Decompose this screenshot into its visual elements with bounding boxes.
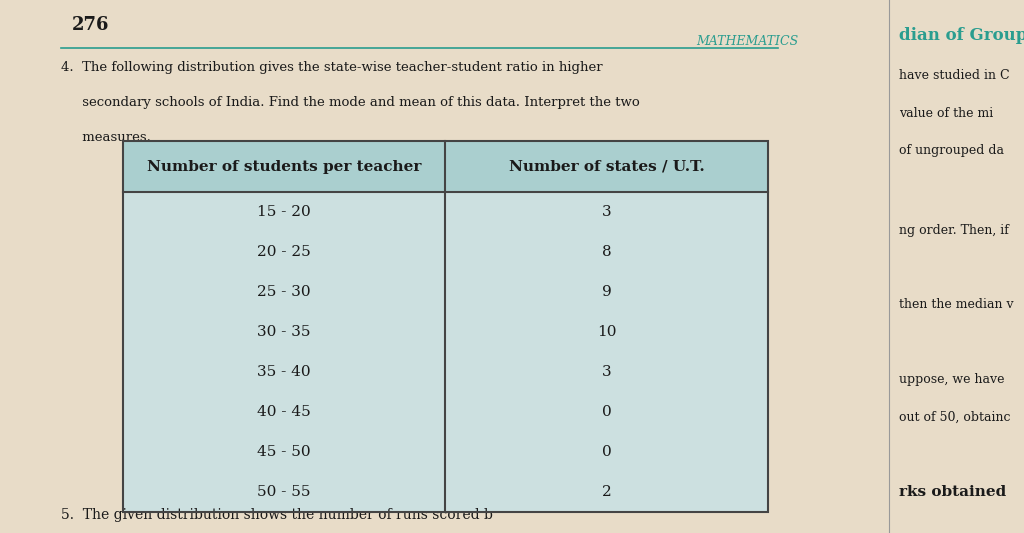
Text: 50 - 55: 50 - 55 — [257, 484, 311, 499]
Text: value of the mi: value of the mi — [899, 107, 993, 119]
Text: 5.  The given distribution shows the number of runs scored b: 5. The given distribution shows the numb… — [61, 508, 494, 522]
Text: secondary schools of India. Find the mode and mean of this data. Interpret the t: secondary schools of India. Find the mod… — [61, 96, 640, 109]
Bar — [123, 141, 768, 512]
Text: have studied in C: have studied in C — [899, 69, 1010, 82]
Text: Number of states / U.T.: Number of states / U.T. — [509, 159, 705, 174]
Text: 10: 10 — [597, 325, 616, 339]
Text: measures.: measures. — [61, 131, 152, 143]
Text: 25 - 30: 25 - 30 — [257, 285, 311, 299]
Text: 3: 3 — [602, 365, 611, 379]
Text: uppose, we have: uppose, we have — [899, 373, 1005, 386]
Text: 4.  The following distribution gives the state-wise teacher-student ratio in hig: 4. The following distribution gives the … — [61, 61, 603, 74]
Text: of ungrouped da: of ungrouped da — [899, 144, 1005, 157]
Text: 20 - 25: 20 - 25 — [257, 245, 311, 259]
Text: 3: 3 — [602, 205, 611, 219]
Text: out of 50, obtainc: out of 50, obtainc — [899, 410, 1011, 423]
Text: ng order. Then, if: ng order. Then, if — [899, 224, 1009, 237]
Text: rks obtained: rks obtained — [899, 485, 1007, 499]
Text: dian of Groupe: dian of Groupe — [899, 27, 1024, 44]
Bar — [123, 141, 768, 192]
Text: Number of students per teacher: Number of students per teacher — [147, 159, 421, 174]
Text: 45 - 50: 45 - 50 — [257, 445, 311, 459]
Text: 2: 2 — [602, 484, 611, 499]
Text: then the median v: then the median v — [899, 298, 1014, 311]
Text: MATHEMATICS: MATHEMATICS — [696, 35, 799, 47]
Text: 0: 0 — [602, 405, 611, 419]
Text: 15 - 20: 15 - 20 — [257, 205, 311, 219]
Text: 0: 0 — [602, 445, 611, 459]
Text: 8: 8 — [602, 245, 611, 259]
Text: 276: 276 — [72, 16, 110, 34]
Text: 35 - 40: 35 - 40 — [257, 365, 311, 379]
Bar — [123, 141, 768, 512]
Text: 40 - 45: 40 - 45 — [257, 405, 311, 419]
Text: 30 - 35: 30 - 35 — [257, 325, 311, 339]
Text: 9: 9 — [602, 285, 611, 299]
